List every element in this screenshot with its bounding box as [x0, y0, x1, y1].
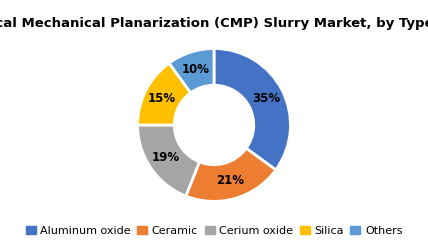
Wedge shape	[186, 148, 276, 201]
Text: 35%: 35%	[252, 92, 280, 105]
Text: Chemical Mechanical Planarization (CMP) Slurry Market, by Type, 2022: Chemical Mechanical Planarization (CMP) …	[0, 17, 428, 30]
Wedge shape	[214, 49, 291, 170]
Wedge shape	[137, 63, 190, 125]
Text: 10%: 10%	[182, 63, 210, 76]
Wedge shape	[137, 125, 199, 196]
Wedge shape	[169, 49, 214, 93]
Text: 19%: 19%	[152, 151, 180, 164]
Text: 15%: 15%	[148, 92, 176, 105]
Legend: Aluminum oxide, Ceramic, Cerium oxide, Silica, Others: Aluminum oxide, Ceramic, Cerium oxide, S…	[24, 224, 404, 237]
Text: 21%: 21%	[216, 174, 244, 187]
